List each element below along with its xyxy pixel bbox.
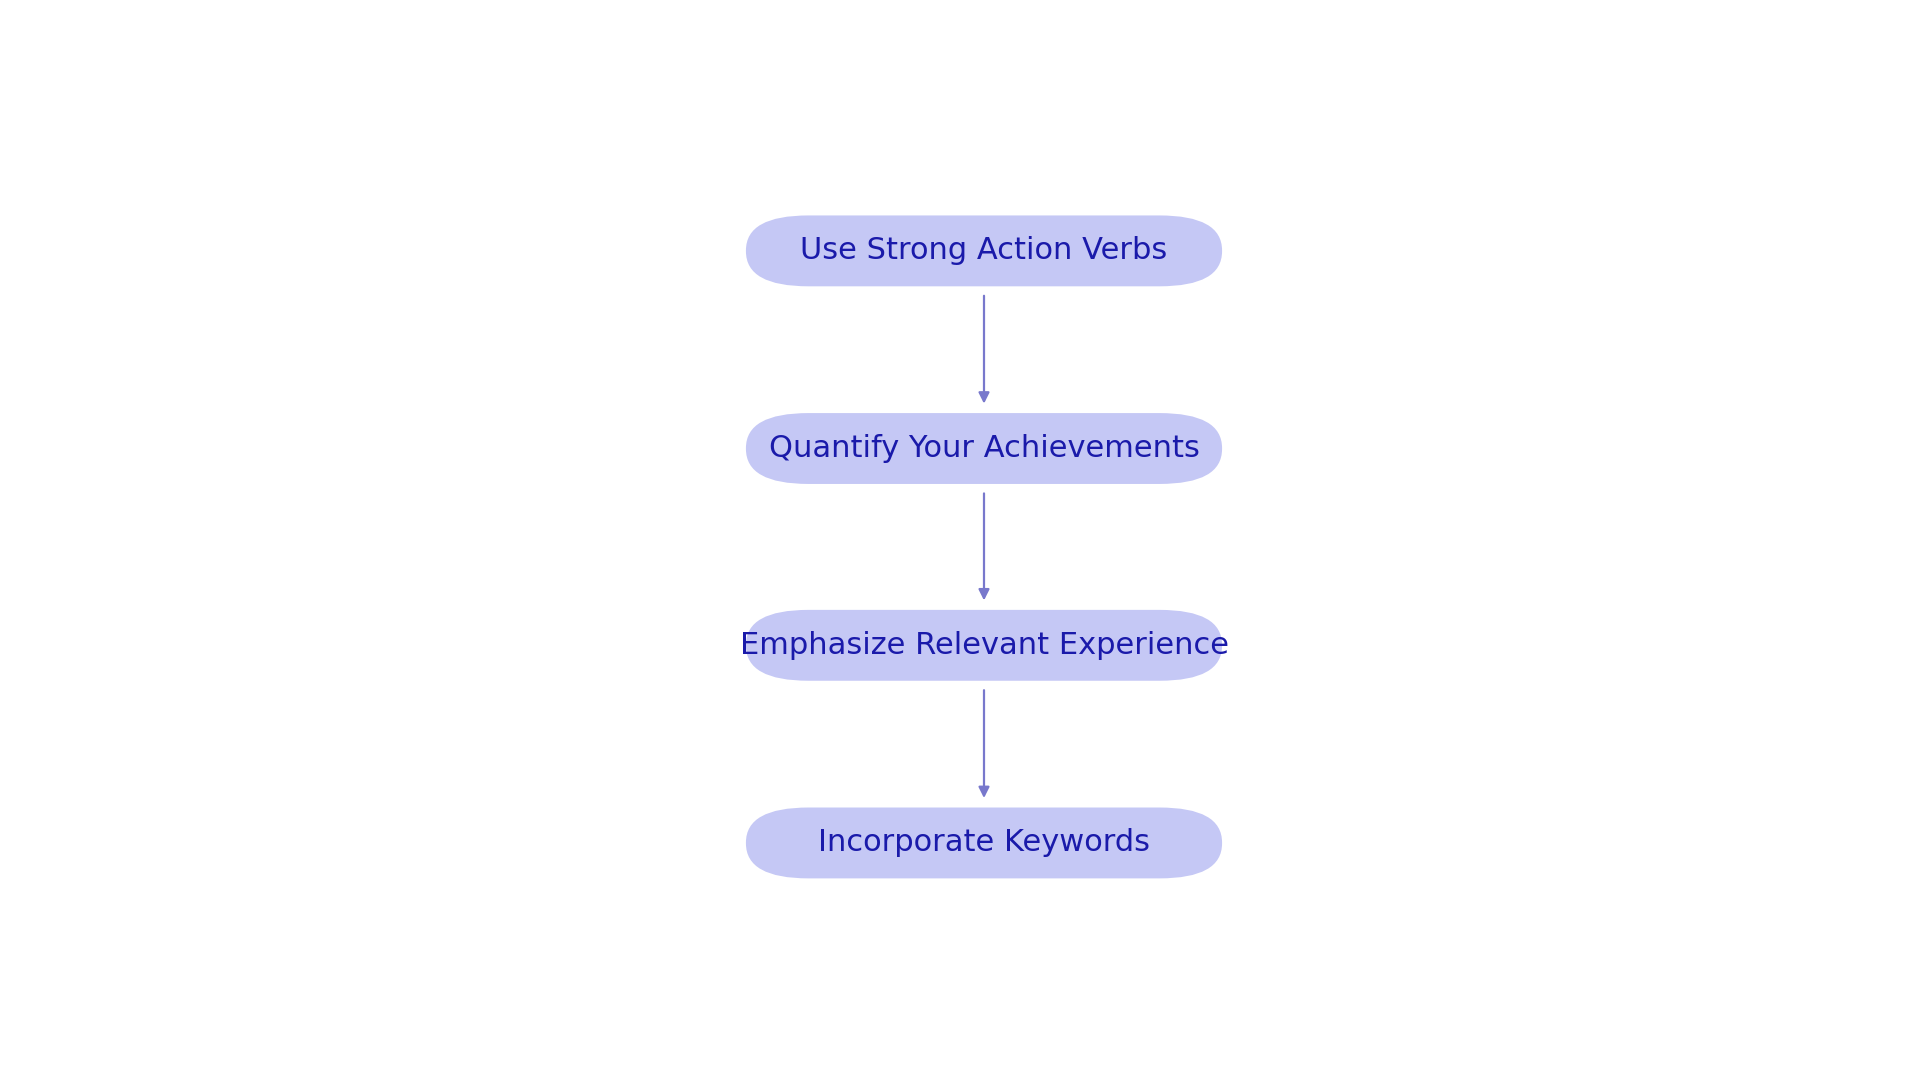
Text: Incorporate Keywords: Incorporate Keywords <box>818 828 1150 858</box>
FancyBboxPatch shape <box>745 610 1221 681</box>
Text: Use Strong Action Verbs: Use Strong Action Verbs <box>801 236 1167 265</box>
FancyBboxPatch shape <box>745 413 1221 484</box>
FancyBboxPatch shape <box>745 216 1221 286</box>
Text: Quantify Your Achievements: Quantify Your Achievements <box>768 434 1200 464</box>
Text: Emphasize Relevant Experience: Emphasize Relevant Experience <box>739 630 1229 660</box>
FancyBboxPatch shape <box>745 808 1221 878</box>
